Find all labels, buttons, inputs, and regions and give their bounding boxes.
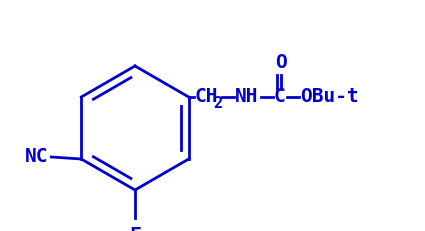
Text: NC: NC — [25, 148, 48, 167]
Text: F: F — [129, 226, 141, 231]
Text: O: O — [275, 52, 286, 72]
Text: C: C — [274, 88, 286, 106]
Text: OBu-t: OBu-t — [300, 88, 358, 106]
Text: 2: 2 — [212, 95, 222, 110]
Text: CH: CH — [195, 88, 218, 106]
Text: NH: NH — [235, 88, 258, 106]
